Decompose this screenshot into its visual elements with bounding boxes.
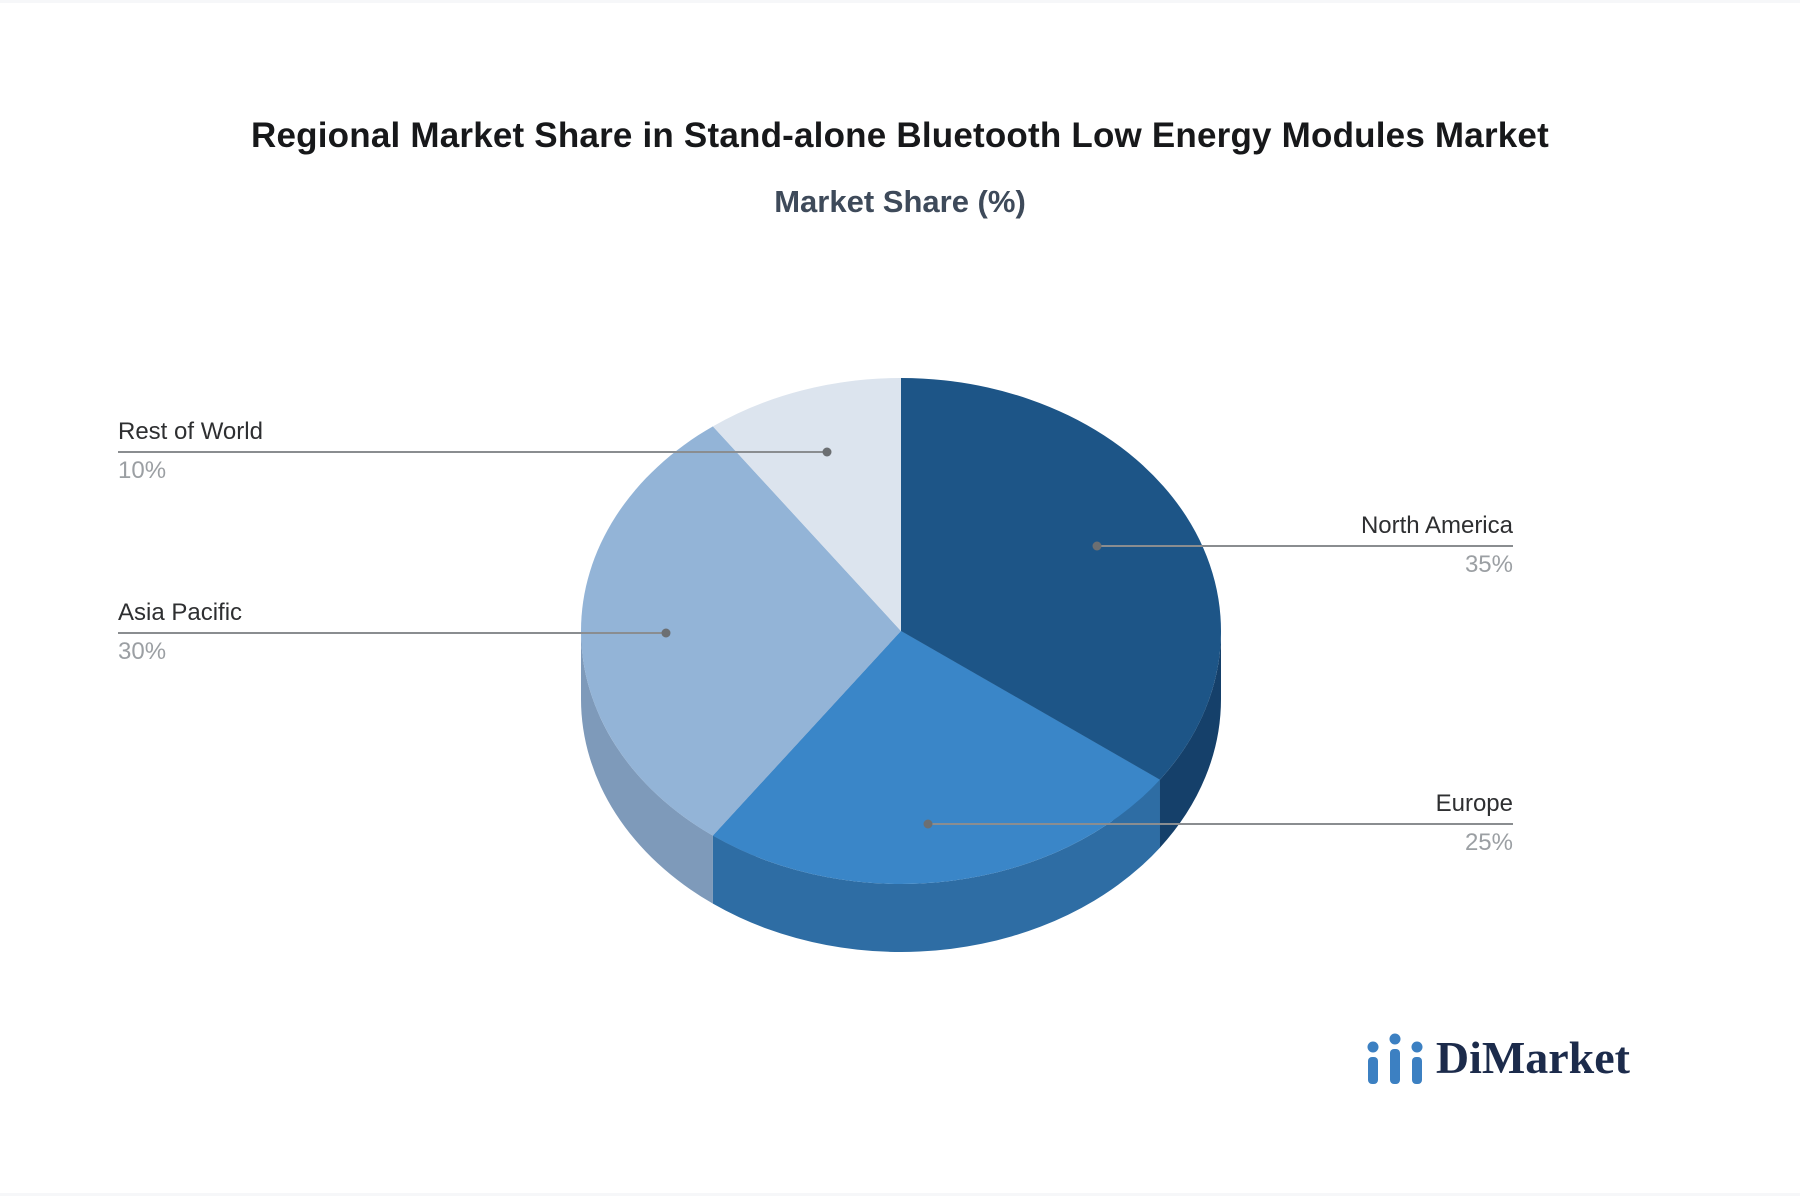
callout-connector-dot xyxy=(923,819,933,829)
callout-connector-dot xyxy=(1092,541,1102,551)
pie-slice-rim-asia-pacific xyxy=(581,631,713,904)
pie-slice-rim-north-america xyxy=(1159,631,1221,848)
callout-value-north-america: 35% xyxy=(1464,551,1513,578)
pie-slice-asia-pacific[interactable] xyxy=(581,426,901,836)
callout-value-rest-of-world: 10% xyxy=(118,457,167,484)
top-edge-divider xyxy=(0,0,1800,3)
bottom-edge-divider xyxy=(0,1193,1800,1196)
callout-label-rest-of-world: Rest of World xyxy=(118,418,263,445)
callout-connector-dot xyxy=(661,628,671,638)
bar-chart-logo-icon xyxy=(1367,1033,1423,1084)
pie-slice-europe[interactable] xyxy=(712,631,1160,885)
chart-title: Regional Market Share in Stand-alone Blu… xyxy=(251,116,1549,155)
pie-slice-rim-europe xyxy=(712,779,1160,952)
pie-slice-rest-of-world[interactable] xyxy=(712,378,901,631)
callout-value-europe: 25% xyxy=(1464,829,1513,856)
pie-slice-north-america[interactable] xyxy=(901,378,1221,780)
callout-label-north-america: North America xyxy=(1360,512,1513,539)
callout-value-asia-pacific: 30% xyxy=(118,638,167,665)
chart-subtitle: Market Share (%) xyxy=(774,184,1026,219)
dimarket-logo: DiMarket xyxy=(1366,1030,1630,1084)
callout-connector-dot xyxy=(822,447,832,457)
callout-label-asia-pacific: Asia Pacific xyxy=(118,599,243,626)
logo-wordmark: DiMarket xyxy=(1435,1032,1630,1083)
callout-label-europe: Europe xyxy=(1435,790,1513,817)
